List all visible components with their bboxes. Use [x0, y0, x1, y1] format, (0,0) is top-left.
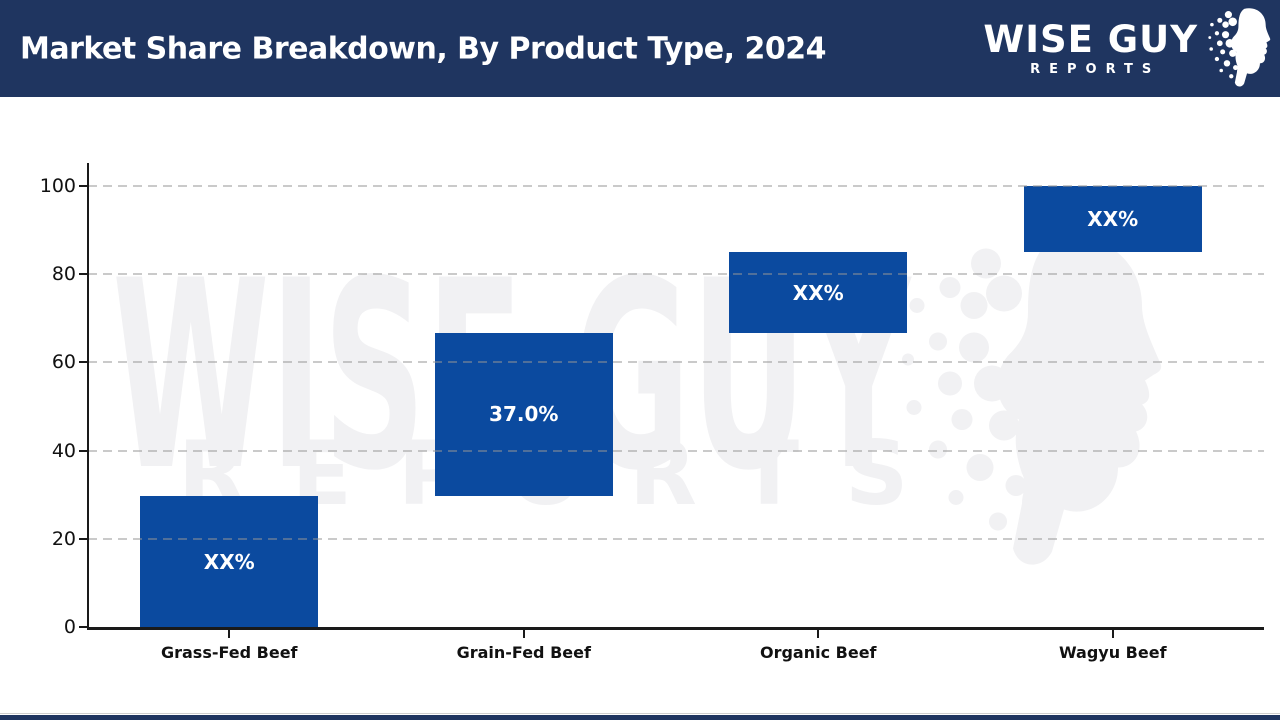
x-tick-grass-fed-beef	[228, 630, 231, 638]
brand-face-icon	[1208, 8, 1271, 87]
gridline-y-100	[88, 185, 1264, 187]
y-tick-label-100: 100	[39, 175, 76, 197]
y-tick-80	[79, 273, 87, 276]
brand-logo: WISE GUY REPORTS	[983, 4, 1274, 94]
bar-value-label-wagyu-beef: XX%	[1087, 207, 1139, 232]
gridline-y-80	[88, 273, 1264, 276]
footer-band	[0, 715, 1280, 720]
bar-grass-fed-beef	[140, 496, 319, 627]
x-category-label-organic-beef: Organic Beef	[759, 643, 877, 662]
bar-organic-beef	[729, 252, 908, 333]
x-category-label-grain-fed-beef: Grain-Fed Beef	[456, 643, 591, 662]
gridline-y-60	[88, 361, 1264, 364]
chart-title: Market Share Breakdown, By Product Type,…	[20, 31, 826, 66]
y-tick-label-60: 60	[51, 351, 76, 374]
x-category-label-grass-fed-beef: Grass-Fed Beef	[160, 643, 298, 662]
x-axis-line	[87, 627, 1264, 630]
y-tick-label-20: 20	[51, 527, 76, 550]
brand-logo-text: WISE GUY REPORTS	[983, 20, 1198, 78]
y-tick-0	[79, 626, 87, 628]
y-tick-20	[79, 537, 87, 540]
y-tick-label-40: 40	[51, 439, 76, 462]
header-band: Market Share Breakdown, By Product Type,…	[0, 0, 1280, 97]
bar-grain-fed-beef	[434, 332, 613, 496]
y-tick-label-80: 80	[51, 263, 76, 286]
x-category-label-wagyu-beef: Wagyu Beef	[1058, 643, 1167, 662]
y-tick-60	[79, 361, 87, 364]
bar-value-label-organic-beef: XX%	[792, 280, 844, 305]
plot-area: 0 20 40 60 80 100 XX% Grass-Fed Beef 37.0% Grain-…	[0, 97, 1280, 707]
footer-divider	[0, 713, 1280, 714]
brand-subname: REPORTS	[1030, 62, 1161, 77]
brand-name: WISE GUY	[983, 18, 1198, 61]
x-tick-organic-beef	[817, 630, 820, 638]
x-tick-wagyu-beef	[1111, 630, 1114, 638]
y-tick-100	[79, 185, 87, 187]
gridline-y-40	[88, 449, 1264, 452]
gridline-y-20	[88, 537, 1264, 540]
y-tick-40	[79, 449, 87, 452]
y-tick-label-0: 0	[63, 616, 76, 638]
x-tick-grain-fed-beef	[522, 630, 525, 638]
bar-value-label-grain-fed-beef: 37.0%	[489, 402, 559, 427]
y-axis-line	[87, 163, 89, 630]
bar-value-label-grass-fed-beef: XX%	[203, 549, 255, 574]
